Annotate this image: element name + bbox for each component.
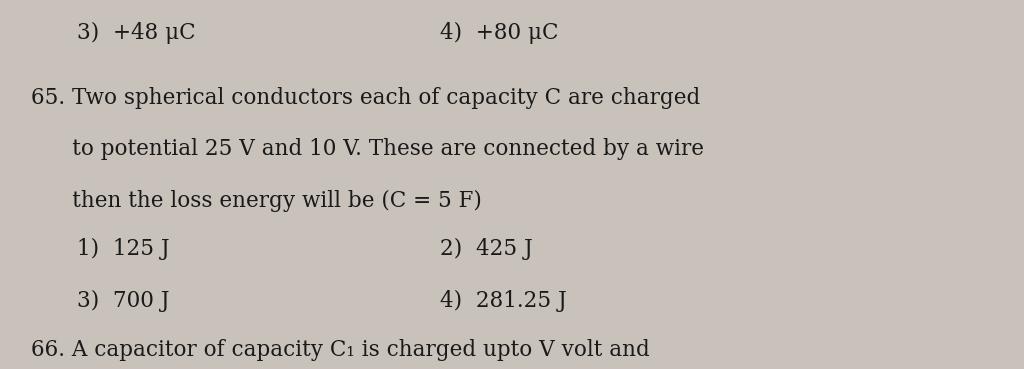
- Text: 3)  700 J: 3) 700 J: [77, 290, 169, 312]
- Text: 4)  281.25 J: 4) 281.25 J: [440, 290, 567, 312]
- Text: 2)  425 J: 2) 425 J: [440, 238, 534, 260]
- Text: 1)  125 J: 1) 125 J: [77, 238, 169, 260]
- Text: 4)  +80 μC: 4) +80 μC: [440, 22, 559, 44]
- Text: to potential 25 V and 10 V. These are connected by a wire: to potential 25 V and 10 V. These are co…: [31, 138, 703, 161]
- Text: 3)  +48 μC: 3) +48 μC: [77, 22, 196, 44]
- Text: 65. Two spherical conductors each of capacity C are charged: 65. Two spherical conductors each of cap…: [31, 87, 700, 109]
- Text: then the loss energy will be (C = 5 F): then the loss energy will be (C = 5 F): [31, 190, 481, 212]
- Text: 66. A capacitor of capacity C₁ is charged upto V volt and: 66. A capacitor of capacity C₁ is charge…: [31, 339, 649, 361]
